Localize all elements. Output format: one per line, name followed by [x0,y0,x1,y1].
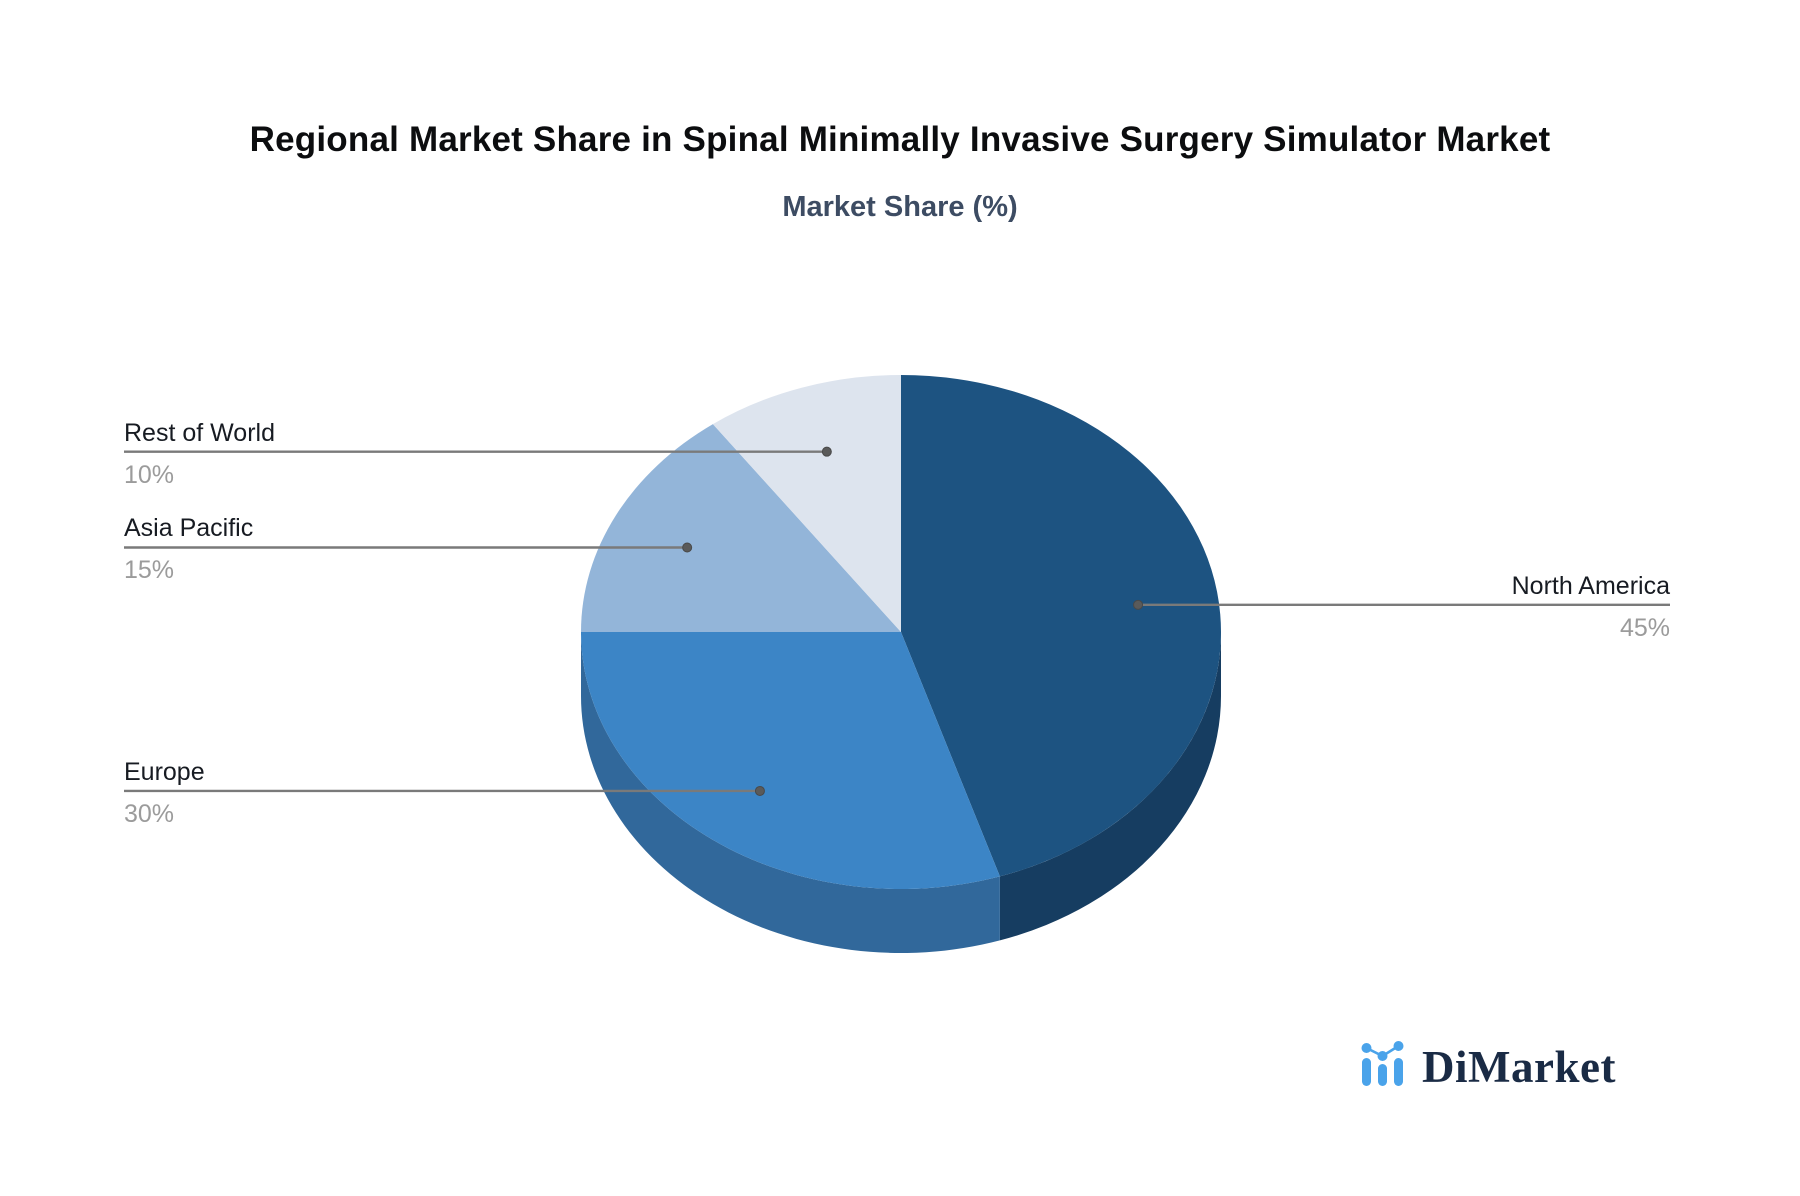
pie-slice-europe [581,632,1000,889]
anchor-dot-asia-pacific [682,542,693,553]
chart-subtitle: Market Share (%) [782,191,1018,223]
slice-pct-europe: 30% [124,799,175,828]
slice-label-rest-of-world: Rest of World [124,418,275,447]
slice-label-asia-pacific: Asia Pacific [124,514,254,543]
slice-pct-north-america: 45% [1619,613,1670,642]
anchor-dot-rest-of-world [821,446,832,457]
slice-label-europe: Europe [124,757,205,786]
slice-label-north-america: North America [1511,571,1670,600]
pie-slice-north-america [901,375,1221,877]
pie-side-europe [581,632,1000,953]
bar-line-chart-icon [1361,1041,1404,1086]
pie-side-north-america [999,632,1221,941]
slice-pct-rest-of-world: 10% [124,460,175,489]
pie-slice-rest-of-world [712,375,901,632]
slice-pct-asia-pacific: 15% [124,556,175,585]
logo-text: DiMarket [1422,1041,1616,1092]
pie-slice-asia-pacific [581,424,901,632]
anchor-dot-north-america [1133,599,1144,610]
chart-title: Regional Market Share in Spinal Minimall… [249,120,1551,159]
anchor-dot-europe [754,785,765,796]
dimarket-logo: DiMarket [1358,1038,1616,1092]
